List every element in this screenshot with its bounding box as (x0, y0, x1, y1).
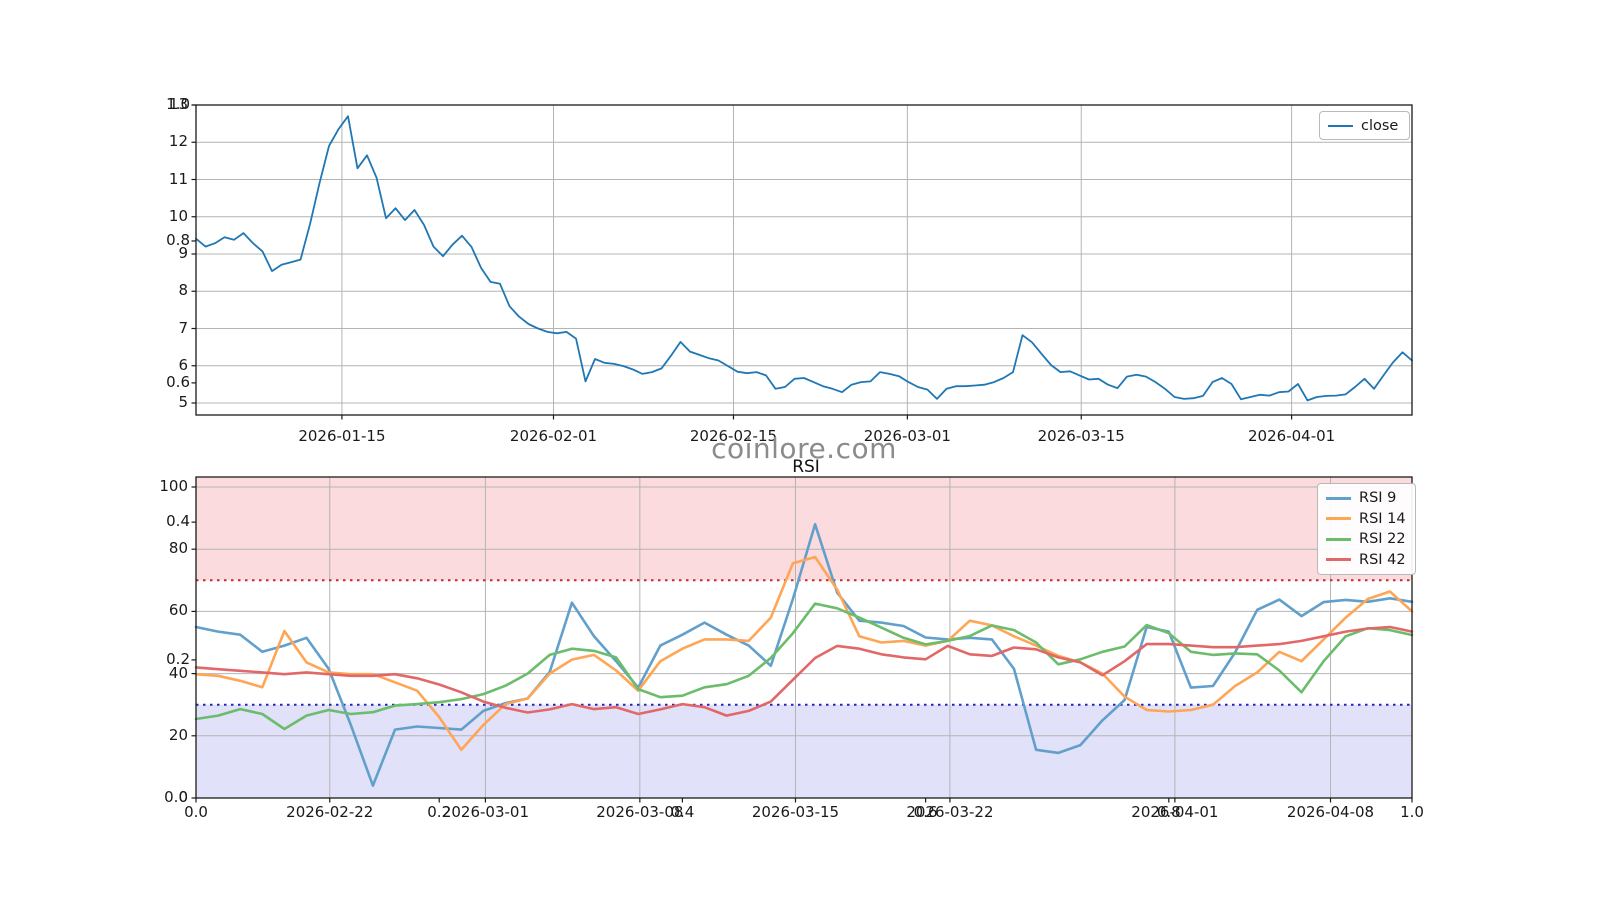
price-panel-border (195, 104, 1413, 416)
rsi-panel-border (195, 476, 1413, 799)
price-twin-ytick-label: 0.8 (166, 230, 190, 249)
rsi-xtick-numeric-label: 0.0 (184, 803, 208, 821)
rsi-xtick-date-label: 2026-04-01 (1131, 803, 1219, 821)
rsi-ytick-label: 40 (168, 663, 188, 682)
rsi-twin-ytick-label: 0.2 (166, 649, 190, 668)
price-xtick-label: 2026-02-15 (689, 427, 778, 445)
rsi-xtick-numeric-label: 1.0 (1400, 803, 1424, 821)
rsi-ytick-label: 20 (168, 725, 188, 744)
rsi-xtick-date-label: 2026-04-08 (1286, 803, 1375, 821)
legend-label-rsi42: RSI 42 (1359, 551, 1406, 568)
rsi-panel-title: RSI (792, 457, 820, 477)
rsi-ytick-zero-label: 0 (178, 788, 188, 806)
price-twin-ytick-label: 1.0 (166, 95, 190, 113)
price-ytick-label: 10 (168, 206, 188, 225)
price-xtick-label: 2026-03-15 (1037, 427, 1125, 445)
price-ytick-label: 7 (178, 318, 188, 337)
rsi14-line-swatch (1326, 517, 1351, 521)
legend-label-close: close (1361, 117, 1399, 134)
rsi-twin-ytick-label: 0.4 (166, 512, 190, 531)
rsi-xtick-date-label: 2026-03-15 (751, 803, 840, 821)
price-ytick-label: 13 (168, 95, 188, 113)
rsi-xtick-date-label: 2026-03-01 (441, 803, 529, 821)
rsi42-line-swatch (1326, 558, 1351, 562)
rsi-ytick-label: 60 (168, 601, 188, 620)
price-xtick-label: 2026-04-01 (1248, 427, 1336, 445)
line-close (195, 115, 1413, 402)
rsi-xtick-numeric-label: 0.6 (913, 803, 938, 821)
price-ytick-label: 8 (178, 281, 188, 300)
legend-row-close: close (1328, 116, 1400, 135)
legend-row-rsi14: RSI 14 (1326, 509, 1406, 530)
legend-row-rsi42: RSI 42 (1326, 550, 1406, 571)
price-ytick-label: 5 (178, 393, 188, 411)
price-twin-ytick-label: 0.6 (166, 372, 190, 391)
price-xtick-label: 2026-02-01 (509, 427, 598, 445)
line-rsi14 (194, 555, 1414, 752)
price-legend: close (1319, 111, 1410, 140)
watermark: coinlore.com (711, 432, 897, 465)
oversold-band (196, 704, 1412, 798)
line-rsi9 (194, 522, 1414, 787)
price-ytick-label: 11 (168, 169, 188, 188)
legend-label-rsi14: RSI 14 (1359, 510, 1406, 527)
rsi-xtick-numeric-label: 0.8 (1156, 803, 1181, 821)
price-xtick-label: 2026-03-01 (863, 427, 951, 445)
rsi-xtick-date-label: 2026-03-22 (906, 803, 994, 821)
price-ytick-label: 12 (168, 132, 188, 151)
rsi-xtick-date-label: 2026-03-08 (596, 803, 684, 821)
rsi9-line-swatch (1326, 496, 1351, 500)
price-ytick-label: 6 (178, 355, 188, 374)
rsi22-line-swatch (1326, 537, 1351, 541)
rsi-ytick-label: 80 (168, 539, 188, 558)
rsi-xtick-numeric-label: 0.4 (670, 803, 695, 821)
rsi-legend: RSI 9 RSI 14 RSI 22 RSI 42 (1317, 483, 1416, 575)
legend-row-rsi9: RSI 9 (1326, 488, 1406, 509)
line-rsi22 (194, 602, 1414, 731)
rsi-xtick-date-label: 2026-02-22 (286, 803, 374, 821)
rsi-ytick-zero-label: 0.0 (164, 788, 188, 806)
legend-label-rsi22: RSI 22 (1359, 531, 1406, 548)
price-xtick-label: 2026-01-15 (298, 427, 386, 445)
line-rsi42 (194, 625, 1414, 717)
rsi-xtick-numeric-label: 0.2 (427, 803, 452, 821)
price-ytick-label: 9 (178, 244, 188, 262)
close-line-swatch (1328, 124, 1353, 127)
rsi-ytick-label: 100 (159, 477, 188, 495)
legend-row-rsi22: RSI 22 (1326, 529, 1406, 550)
legend-label-rsi9: RSI 9 (1359, 490, 1397, 507)
